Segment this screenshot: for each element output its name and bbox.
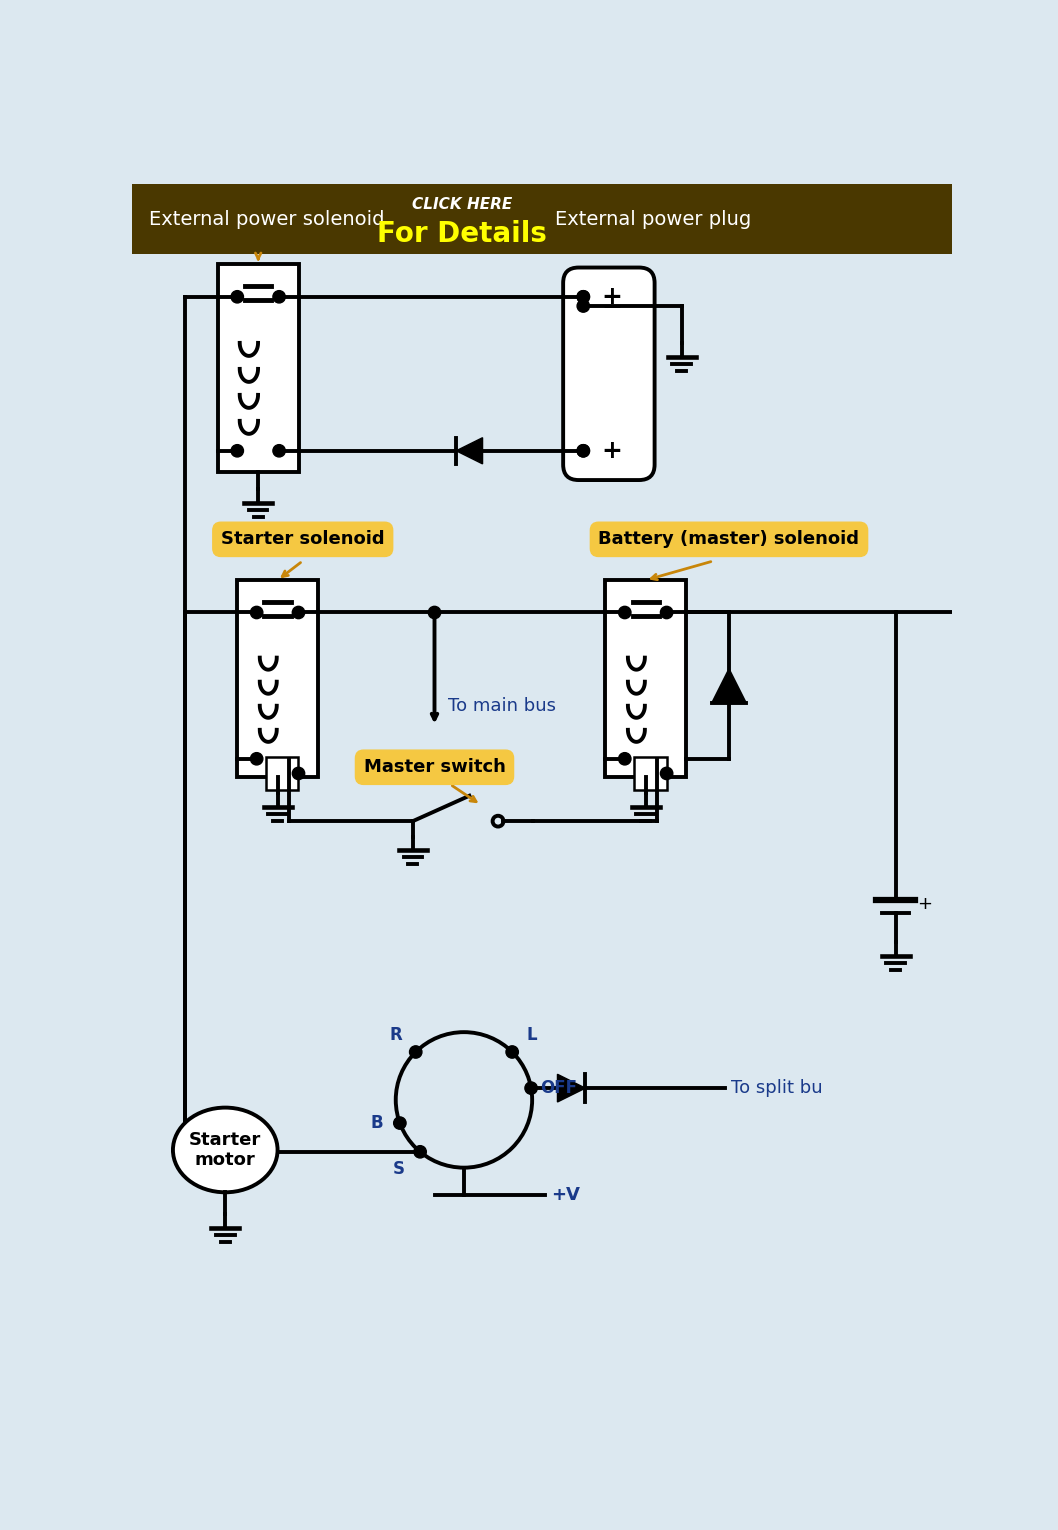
- Text: R: R: [390, 1027, 403, 1043]
- Circle shape: [292, 767, 305, 780]
- Polygon shape: [558, 1074, 585, 1102]
- Circle shape: [619, 606, 631, 618]
- FancyBboxPatch shape: [218, 265, 298, 473]
- Circle shape: [414, 1146, 426, 1158]
- Text: Master switch: Master switch: [364, 759, 506, 776]
- Ellipse shape: [172, 1108, 277, 1192]
- Text: L: L: [526, 1027, 536, 1043]
- Text: External power plug: External power plug: [554, 210, 751, 228]
- Circle shape: [660, 767, 673, 780]
- FancyBboxPatch shape: [237, 580, 318, 777]
- Text: Starter solenoid: Starter solenoid: [221, 531, 384, 548]
- Text: S: S: [393, 1160, 404, 1178]
- Circle shape: [428, 606, 441, 618]
- Text: +: +: [917, 895, 932, 912]
- FancyBboxPatch shape: [634, 757, 667, 789]
- Text: For Details: For Details: [377, 220, 547, 248]
- Circle shape: [231, 445, 243, 457]
- Circle shape: [273, 291, 286, 303]
- Circle shape: [506, 1047, 518, 1059]
- Circle shape: [273, 445, 286, 457]
- Circle shape: [577, 300, 589, 312]
- Circle shape: [660, 606, 673, 618]
- Circle shape: [619, 753, 631, 765]
- FancyBboxPatch shape: [266, 757, 298, 789]
- Circle shape: [525, 1082, 537, 1094]
- FancyBboxPatch shape: [563, 268, 655, 480]
- Circle shape: [577, 445, 589, 457]
- FancyBboxPatch shape: [605, 580, 687, 777]
- Polygon shape: [456, 438, 482, 464]
- Text: B: B: [370, 1114, 383, 1132]
- Text: To split bu: To split bu: [731, 1079, 822, 1097]
- Text: CLICK HERE: CLICK HERE: [412, 197, 512, 211]
- Circle shape: [251, 606, 262, 618]
- Text: +: +: [602, 285, 622, 309]
- Circle shape: [231, 291, 243, 303]
- Circle shape: [577, 291, 589, 303]
- Polygon shape: [712, 669, 746, 702]
- Circle shape: [577, 291, 589, 303]
- FancyBboxPatch shape: [132, 184, 952, 254]
- Text: −: −: [602, 294, 622, 318]
- Text: Battery (master) solenoid: Battery (master) solenoid: [599, 531, 859, 548]
- Text: Starter
motor: Starter motor: [189, 1131, 261, 1169]
- Circle shape: [409, 1047, 422, 1059]
- Text: OFF: OFF: [540, 1079, 577, 1097]
- Circle shape: [251, 753, 262, 765]
- Circle shape: [292, 606, 305, 618]
- Text: To main bus: To main bus: [449, 696, 557, 715]
- Text: +V: +V: [551, 1186, 580, 1204]
- Text: +: +: [602, 439, 622, 462]
- Circle shape: [577, 445, 589, 457]
- Text: External power solenoid: External power solenoid: [149, 210, 385, 228]
- Circle shape: [394, 1117, 406, 1129]
